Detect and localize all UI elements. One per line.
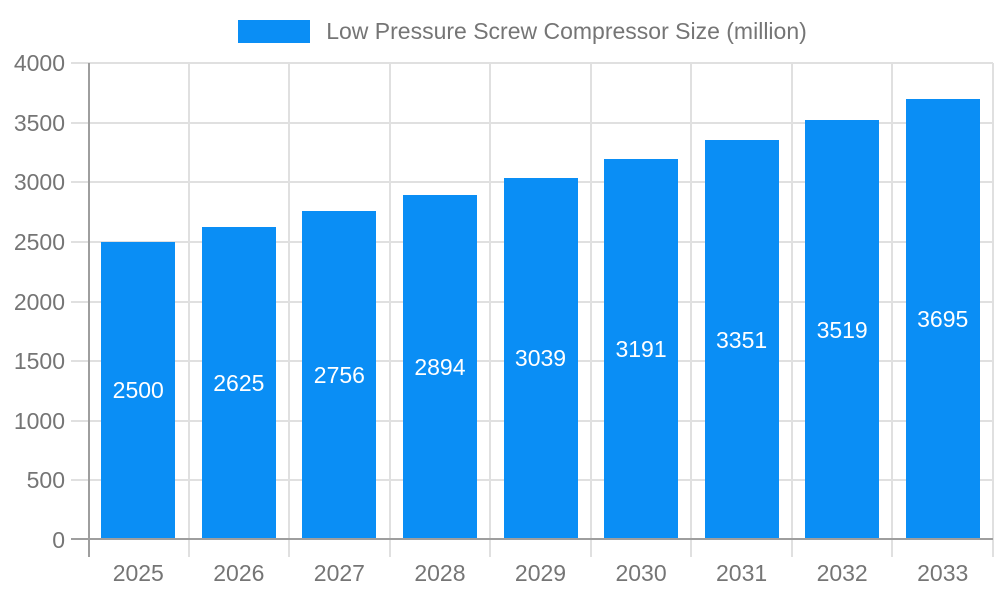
bar-value-label-2026: 2625 (213, 369, 265, 396)
bar-value-label-2025: 2500 (112, 377, 164, 404)
v-gridline-9 (992, 63, 994, 557)
x-axis-line (71, 538, 993, 540)
x-tick-label-2030: 2030 (615, 560, 667, 586)
bar-value-label-2029: 3039 (514, 345, 567, 372)
bar-value-label-2032: 3519 (816, 316, 868, 343)
bar-value-label-2030: 3191 (615, 336, 667, 363)
y-tick-label-3000: 3000 (13, 169, 65, 196)
h-gridline-4000 (71, 62, 993, 64)
bar-2032[interactable]: 3519 (805, 120, 880, 540)
bar-2030[interactable]: 3191 (604, 159, 679, 540)
y-axis-line (88, 63, 90, 557)
bar-value-label-2027: 2756 (313, 362, 365, 389)
v-gridline-5 (589, 63, 592, 557)
bar-2031[interactable]: 3351 (704, 140, 779, 540)
bar-value-label-2033: 3695 (917, 306, 969, 333)
x-tick-label-2027: 2027 (313, 560, 365, 586)
bar-value-label-2031: 3351 (716, 326, 768, 353)
x-tick-label-2029: 2029 (514, 560, 567, 586)
v-gridline-3 (388, 63, 391, 557)
y-tick-label-4000: 4000 (13, 50, 65, 76)
y-tick-label-0: 0 (52, 527, 65, 553)
x-tick-label-2031: 2031 (716, 560, 768, 586)
y-tick-label-2500: 2500 (13, 228, 65, 255)
legend: Low Pressure Screw Compressor Size (mill… (0, 18, 1000, 45)
v-gridline-7 (790, 63, 793, 557)
y-tick-label-1000: 1000 (13, 407, 65, 434)
x-axis-labels: 2025 2026 2027 2028 2029 2030 2031 2032 2033 (88, 559, 993, 589)
v-gridline-2 (288, 63, 291, 557)
y-tick-label-2000: 2000 (13, 288, 65, 315)
legend-label: Low Pressure Screw Compressor Size (mill… (326, 18, 807, 44)
x-tick-label-2032: 2032 (816, 560, 868, 586)
y-axis-labels: 0 500 1000 1500 2000 2500 3000 3500 4000 (0, 0, 65, 600)
legend-swatch (238, 20, 311, 43)
y-tick-label-1500: 1500 (13, 348, 65, 375)
bar-2028[interactable]: 2894 (402, 194, 477, 540)
v-gridline-1 (187, 63, 190, 557)
h-gridline-3500 (71, 121, 993, 124)
x-tick-label-2028: 2028 (414, 560, 466, 586)
y-tick-label-3500: 3500 (13, 109, 65, 136)
x-tick-label-2033: 2033 (917, 560, 969, 586)
v-gridline-4 (489, 63, 492, 557)
plot-area: 2500 2625 2756 2894 3039 3191 3351 3519 3695 (71, 62, 994, 557)
bar-2027[interactable]: 2756 (302, 211, 377, 540)
x-tick-label-2026: 2026 (213, 560, 265, 586)
v-gridline-6 (690, 63, 693, 557)
bar-2033[interactable]: 3695 (905, 99, 980, 540)
y-tick-label-500: 500 (26, 467, 65, 494)
x-tick-label-2025: 2025 (112, 560, 164, 586)
v-gridline-8 (891, 63, 894, 557)
bar-2029[interactable]: 3039 (503, 177, 578, 540)
bar-2025[interactable]: 2500 (101, 241, 176, 540)
legend-item[interactable]: Low Pressure Screw Compressor Size (mill… (238, 18, 807, 45)
bar-2026[interactable]: 2625 (201, 226, 276, 540)
bar-value-label-2028: 2894 (414, 353, 466, 380)
